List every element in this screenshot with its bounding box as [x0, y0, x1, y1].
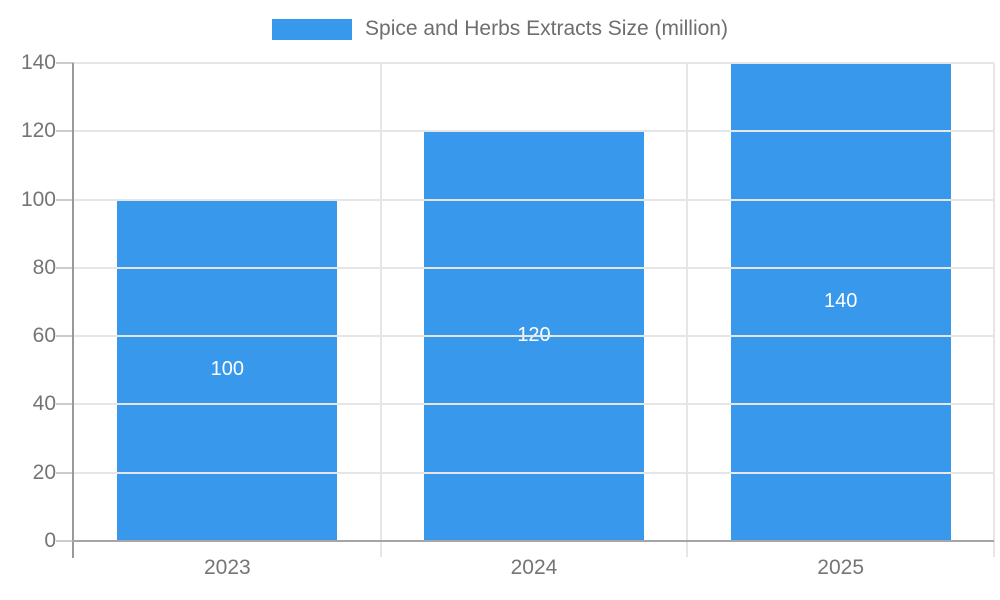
- bar-2023[interactable]: 100: [117, 199, 338, 540]
- x-axis-tick-label: 2023: [203, 556, 251, 579]
- y-axis-tick-label: 80: [32, 255, 56, 279]
- y-axis-tick: [56, 403, 74, 406]
- y-gridline: [74, 62, 994, 64]
- bar-value-label: 120: [517, 324, 551, 347]
- y-gridline: [74, 130, 994, 133]
- y-axis-tick-label: 0: [44, 529, 56, 552]
- x-gridline: [379, 63, 382, 557]
- x-axis-tick-label: 2025: [817, 556, 865, 579]
- y-axis-tick-label: 20: [32, 460, 56, 484]
- y-axis-tick-label: 40: [32, 392, 56, 416]
- plot-right-border: [993, 63, 995, 557]
- x-gridline: [686, 63, 689, 557]
- legend-label: Spice and Herbs Extracts Size (million): [365, 17, 728, 40]
- y-axis-tick: [56, 540, 74, 542]
- y-axis-tick-label: 60: [32, 324, 56, 348]
- y-gridline: [74, 403, 994, 406]
- y-axis-tick: [56, 62, 74, 64]
- bar-value-label: 100: [210, 358, 245, 381]
- legend-swatch: [272, 18, 353, 40]
- y-gridline: [74, 471, 994, 474]
- bar-value-label: 140: [823, 290, 858, 312]
- y-gridline: [74, 266, 994, 269]
- y-axis-line: [72, 63, 74, 558]
- y-axis-tick: [56, 335, 74, 338]
- y-axis-tick-label: 120: [20, 119, 56, 143]
- bar-2025[interactable]: 140: [730, 63, 951, 540]
- y-gridline: [74, 335, 994, 338]
- y-axis-tick: [56, 198, 74, 201]
- y-axis-tick-label: 100: [20, 187, 56, 211]
- y-axis-tick-label: 140: [20, 51, 56, 74]
- y-axis-tick: [56, 471, 74, 474]
- y-gridline: [74, 198, 994, 201]
- y-axis-tick: [56, 266, 74, 269]
- y-axis-tick: [56, 130, 74, 133]
- x-axis-line: [72, 540, 994, 542]
- x-axis-tick-label: 2024: [510, 556, 558, 579]
- legend[interactable]: Spice and Herbs Extracts Size (million): [0, 17, 1000, 41]
